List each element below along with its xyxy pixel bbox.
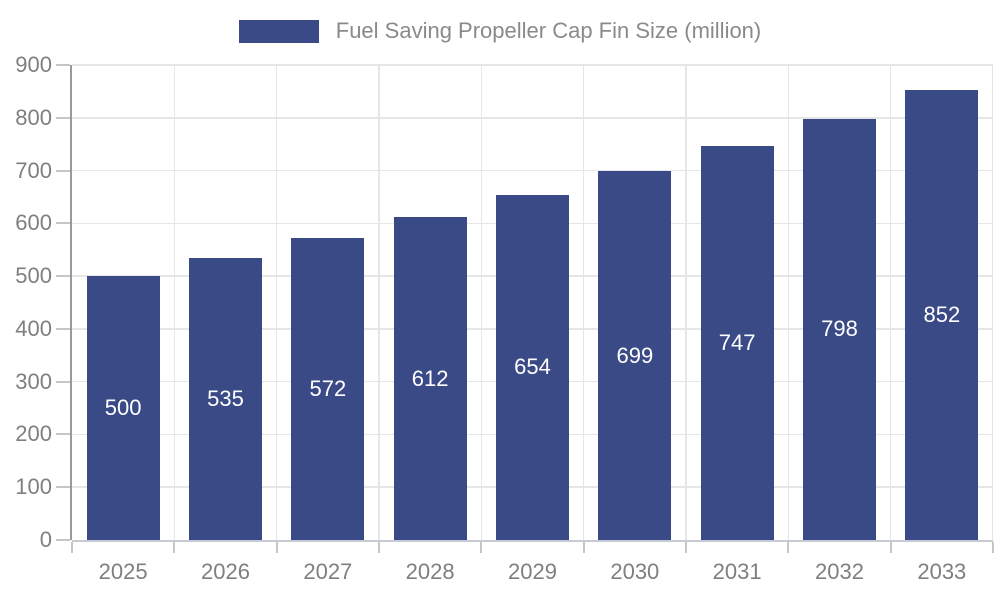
legend-label: Fuel Saving Propeller Cap Fin Size (mill…	[335, 18, 762, 43]
x-axis-tick	[173, 542, 176, 553]
y-axis-tick	[56, 380, 70, 383]
y-axis-label: 900	[15, 52, 52, 77]
bar-2026[interactable]	[189, 257, 262, 540]
gridline-horizontal	[72, 169, 993, 172]
y-axis-line	[70, 65, 72, 540]
y-axis-label: 500	[15, 263, 52, 289]
bar-value-label: 699	[616, 342, 654, 368]
x-axis-label: 2028	[405, 559, 455, 584]
y-axis-label: 600	[15, 210, 52, 236]
bar-2028[interactable]	[393, 217, 467, 540]
bar-2030[interactable]	[598, 171, 672, 540]
y-axis-label: 700	[15, 157, 52, 183]
x-axis-label: 2027	[303, 559, 353, 584]
y-axis-tick	[56, 486, 70, 489]
gridline-vertical	[685, 65, 687, 540]
x-axis-label: 2029	[508, 559, 557, 584]
gridline-vertical	[787, 65, 790, 540]
x-axis-tick	[992, 542, 994, 553]
x-axis-tick	[889, 542, 892, 553]
bar-value-label: 500	[104, 395, 142, 421]
y-axis-label: 100	[15, 474, 52, 500]
x-axis-label: 2033	[917, 559, 967, 584]
y-axis-tick	[56, 222, 70, 225]
gridline-vertical	[582, 65, 585, 540]
bar-value-label: 852	[923, 302, 961, 328]
y-axis-label: 200	[15, 421, 52, 447]
bar-2027[interactable]	[291, 238, 365, 540]
x-axis-tick	[787, 542, 790, 553]
gridline-vertical	[378, 65, 380, 540]
bar-2031[interactable]	[700, 145, 774, 540]
y-axis-tick	[56, 169, 70, 172]
x-axis-label: 2025	[98, 559, 148, 584]
x-axis-line	[72, 540, 993, 542]
bar-value-label: 535	[207, 385, 244, 411]
y-axis-tick	[56, 539, 70, 541]
x-axis-tick	[685, 542, 687, 553]
y-axis-tick	[56, 64, 70, 66]
bar-value-label: 798	[821, 316, 858, 342]
bar-value-label: 747	[718, 329, 756, 355]
y-axis-label: 300	[15, 368, 52, 394]
x-axis-tick	[71, 542, 73, 553]
bar-2029[interactable]	[496, 194, 569, 540]
x-axis-tick	[480, 542, 483, 553]
gridline-vertical	[480, 65, 483, 540]
x-axis-label: 2026	[201, 559, 250, 584]
bar-value-label: 612	[411, 365, 449, 391]
x-axis-label: 2031	[712, 559, 762, 584]
y-axis-tick	[56, 433, 70, 436]
x-axis-label: 2030	[610, 559, 660, 584]
gridline-vertical	[275, 65, 278, 540]
plot-right-border	[991, 65, 993, 540]
x-axis-tick	[275, 542, 278, 553]
x-axis-tick	[378, 542, 380, 553]
x-axis-label: 2032	[815, 559, 864, 584]
bar-2032[interactable]	[803, 118, 876, 540]
y-axis-label: 800	[15, 104, 52, 130]
plot-area: 500 535 572 612 654 699 747 798 852	[72, 64, 993, 540]
bar-value-label: 654	[514, 354, 551, 380]
bar-value-label: 572	[309, 376, 347, 402]
bar-2025[interactable]	[86, 276, 160, 540]
y-axis-tick	[56, 275, 70, 278]
gridline-vertical	[889, 65, 892, 540]
bar-2033[interactable]	[905, 90, 979, 540]
y-axis-label: 0	[39, 527, 52, 552]
gridline-horizontal	[72, 117, 993, 119]
y-axis-tick	[56, 116, 70, 119]
y-axis-tick	[56, 327, 70, 330]
gridline-horizontal	[72, 64, 993, 66]
chart-legend[interactable]: Fuel Saving Propeller Cap Fin Size (mill…	[0, 16, 1000, 46]
x-axis-tick	[582, 542, 585, 553]
gridline-vertical	[173, 65, 176, 540]
legend-swatch-icon	[238, 19, 319, 43]
y-axis-label: 400	[15, 315, 52, 341]
